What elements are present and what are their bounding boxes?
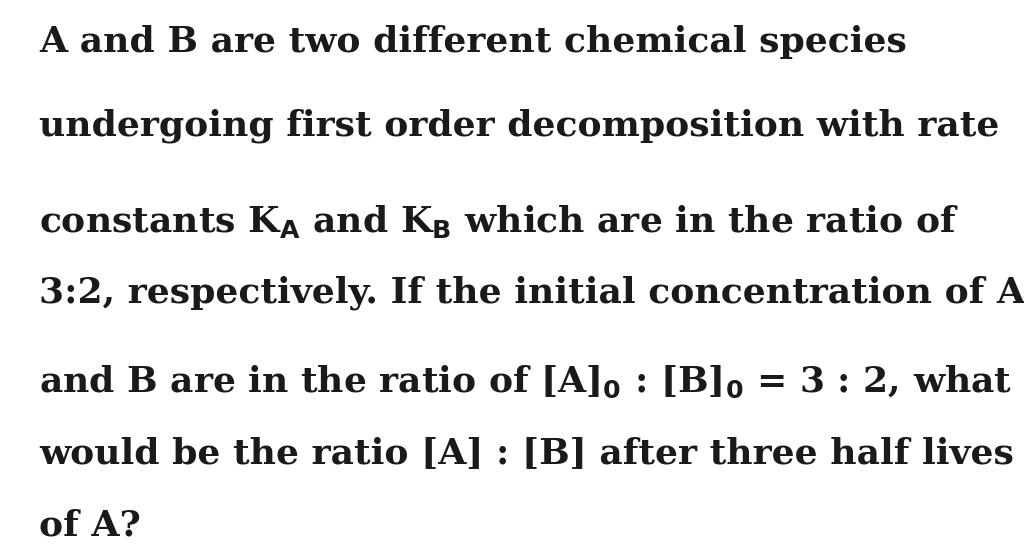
Text: would be the ratio [A] : [B] after three half lives: would be the ratio [A] : [B] after three… [39, 436, 1014, 470]
Text: constants K$_{\mathbf{A}}$ and K$_{\mathbf{B}}$ which are in the ratio of: constants K$_{\mathbf{A}}$ and K$_{\math… [39, 203, 958, 240]
Text: of A?: of A? [39, 509, 140, 543]
Text: 3:2, respectively. If the initial concentration of A: 3:2, respectively. If the initial concen… [39, 275, 1024, 310]
Text: and B are in the ratio of [A]$_{\mathbf{0}}$ : [B]$_{\mathbf{0}}$ = 3 : 2, what: and B are in the ratio of [A]$_{\mathbf{… [39, 364, 1012, 400]
Text: A and B are two different chemical species: A and B are two different chemical speci… [39, 25, 907, 59]
Text: undergoing first order decomposition with rate: undergoing first order decomposition wit… [39, 108, 999, 143]
